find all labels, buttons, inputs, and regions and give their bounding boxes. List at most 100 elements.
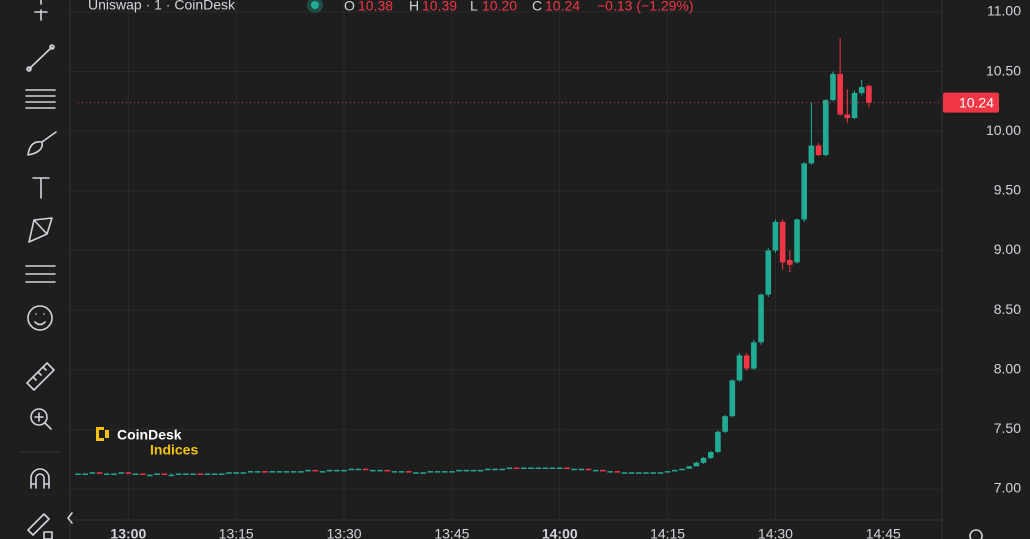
candle-body: [571, 468, 577, 471]
brush-tool[interactable]: [27, 131, 57, 156]
zoom-plus: [34, 412, 52, 430]
h-value: 10.39: [422, 0, 457, 14]
magnet-tool[interactable]: [30, 468, 50, 489]
legend-header: Uniswap · 1 · CoinDesk O 10.38 H 10.39 L…: [88, 0, 694, 14]
axes: 7.00 7.50 8.00 8.50 9.00 9.50 10.00 10.50 11.00 1…: [70, 0, 1021, 539]
candle-body: [751, 342, 757, 369]
candle-body: [657, 472, 664, 474]
candle-body: [369, 469, 376, 472]
candle-body: [866, 85, 872, 103]
candle-body: [650, 472, 657, 474]
collapse-toolbar[interactable]: [67, 512, 73, 524]
candle-body: [636, 472, 642, 474]
candle-body: [564, 467, 570, 470]
candle-body: [822, 100, 829, 156]
candle-body: [391, 471, 398, 473]
y-tick-label: 8.00: [994, 360, 1021, 376]
candle-body: [283, 471, 290, 473]
candle-body: [276, 471, 283, 473]
x-tick-label: 14:00: [542, 526, 578, 539]
c-label: C: [532, 0, 542, 14]
candle-body: [765, 250, 772, 295]
candle-body: [686, 466, 692, 469]
candle-body: [614, 471, 621, 473]
candle-body: [434, 471, 441, 473]
candle-body: [290, 471, 297, 473]
y-tick-label: 11.00: [987, 3, 1021, 19]
candle-body: [837, 73, 843, 115]
candle-body: [815, 145, 822, 156]
x-tick-label: 13:00: [110, 526, 146, 539]
ruler-tool[interactable]: [26, 362, 55, 391]
candle-body: [549, 467, 556, 470]
x-tick-label: 13:15: [219, 526, 254, 539]
h-label: H: [409, 0, 419, 14]
candle-body: [341, 469, 347, 472]
toolbar: [20, 0, 73, 539]
candle-body: [743, 355, 750, 369]
candle-body: [528, 467, 534, 470]
logo: CoinDesk Indices: [96, 427, 198, 458]
candle-body: [492, 468, 498, 471]
candle-body: [233, 472, 239, 474]
candle-body: [600, 469, 606, 472]
candle-body: [132, 473, 139, 475]
candles: [75, 38, 872, 477]
candle-body: [808, 145, 815, 164]
candle-body: [470, 469, 477, 472]
candle-body: [736, 355, 743, 381]
candle-body: [147, 474, 153, 477]
zoom-tool[interactable]: [30, 408, 48, 426]
candle-body: [844, 114, 851, 119]
candle-body: [384, 469, 390, 472]
pattern-tool[interactable]: [28, 217, 53, 243]
candle-body: [319, 471, 326, 473]
candle-body: [103, 473, 110, 475]
candle-body: [485, 468, 491, 471]
x-tick-label: 14:30: [758, 526, 793, 539]
candle-body: [858, 87, 865, 94]
lock-tool[interactable]: [27, 513, 53, 539]
crosshair-tool[interactable]: [34, 0, 48, 21]
logo-sub: Indices: [150, 442, 198, 458]
candle-body: [463, 469, 470, 472]
candle-body: [456, 469, 462, 472]
text-tool[interactable]: [32, 177, 50, 199]
candle-body: [585, 468, 592, 471]
prediction-tool[interactable]: [25, 265, 56, 283]
y-tick-label: 7.00: [994, 480, 1021, 496]
candle-body: [693, 462, 700, 467]
status-dot: [311, 1, 319, 9]
candle-body: [125, 472, 132, 474]
candle-body: [298, 471, 304, 473]
candle-body: [506, 467, 513, 470]
candle-body: [139, 473, 146, 475]
candle-body: [441, 471, 448, 473]
candle-body: [787, 260, 793, 265]
candle-body: [348, 468, 355, 471]
y-tick-label: 7.50: [994, 420, 1021, 436]
candle-body: [326, 469, 333, 472]
candle-body: [398, 471, 405, 473]
candle-body: [628, 472, 635, 474]
candle-body: [722, 416, 728, 432]
logo-name: CoinDesk: [117, 427, 182, 443]
l-value: 10.20: [482, 0, 517, 14]
candle-body: [729, 380, 736, 417]
candle-body: [520, 467, 527, 470]
o-value: 10.38: [358, 0, 393, 14]
candle-body: [679, 468, 685, 471]
candle-body: [312, 469, 319, 472]
line-tool[interactable]: [26, 44, 55, 72]
y-tick-label: 10.50: [986, 62, 1021, 78]
fib-tool[interactable]: [25, 89, 56, 109]
y-tick-label: 10.00: [986, 122, 1021, 138]
candle-body: [607, 471, 613, 473]
y-tick-label: 8.50: [994, 301, 1021, 317]
candle-body: [305, 469, 311, 472]
candle-body: [477, 469, 484, 472]
emoji-tool[interactable]: [27, 305, 53, 331]
candle-body: [168, 474, 175, 477]
candle-body: [405, 471, 412, 473]
settings[interactable]: [969, 529, 983, 539]
